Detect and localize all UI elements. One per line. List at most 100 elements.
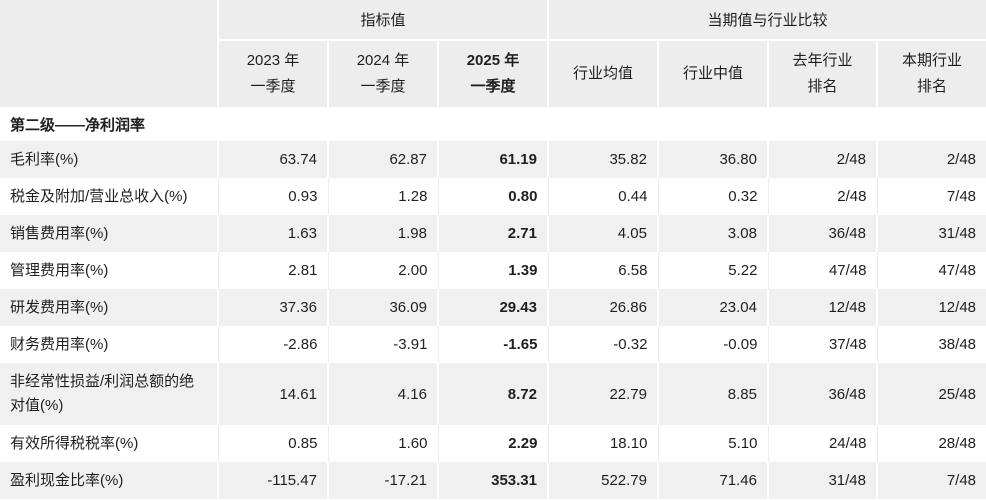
value-cell: 0.44 [547, 178, 658, 215]
column-header-row: 2023 年 一季度 2024 年 一季度 2025 年 一季度 行业均值 行业… [0, 40, 986, 107]
column-header-line: 一季度 [360, 78, 406, 95]
value-cell: 2.00 [327, 252, 438, 289]
corner-cell [0, 0, 218, 107]
column-header-line: 排名 [917, 78, 948, 95]
rank-cell: 31/48 [767, 462, 877, 499]
table-row-effective-tax-rate: 有效所得税税率(%) 0.85 1.60 2.29 18.10 5.10 24/… [0, 425, 986, 462]
table-row-admin-expense-ratio: 管理费用率(%) 2.81 2.00 1.39 6.58 5.22 47/48 … [0, 252, 986, 289]
value-cell: 1.63 [217, 215, 328, 252]
rank-cell: 28/48 [876, 425, 986, 462]
value-cell: 4.05 [547, 215, 658, 252]
value-cell: 3.08 [657, 215, 768, 252]
value-cell: 1.98 [327, 215, 438, 252]
column-header-industry-mean: 行业均值 [547, 40, 658, 107]
metric-label: 研发费用率(%) [0, 289, 218, 326]
rank-cell: 2/48 [875, 141, 986, 178]
value-cell: 37.36 [217, 289, 328, 326]
value-cell: -3.91 [327, 326, 438, 363]
metric-label: 销售费用率(%) [0, 215, 218, 252]
group-header-row: 指标值 当期值与行业比较 [0, 0, 986, 107]
metric-label: 毛利率(%) [0, 141, 218, 178]
value-cell: 6.58 [547, 252, 658, 289]
column-header-current-rank: 本期行业 排名 [875, 40, 986, 107]
value-cell: 2.81 [217, 252, 328, 289]
column-header-line: 一季度 [250, 78, 296, 95]
metric-label: 管理费用率(%) [0, 252, 218, 289]
rank-cell: 2/48 [767, 178, 877, 215]
table-row-tax-surcharge-ratio: 税金及附加/营业总收入(%) 0.93 1.28 0.80 0.44 0.32 … [0, 178, 986, 215]
value-cell: -0.09 [657, 326, 768, 363]
value-cell: 36.80 [657, 141, 768, 178]
value-cell-current: 0.80 [437, 178, 548, 215]
metric-label: 税金及附加/营业总收入(%) [0, 178, 218, 215]
column-header-line: 2025 年 [466, 52, 520, 69]
value-cell: 62.87 [327, 141, 438, 178]
value-cell: 14.61 [217, 363, 328, 425]
column-header-line: 排名 [807, 78, 838, 95]
metric-label: 非经常性损益/利润总额的绝对值(%) [0, 363, 218, 425]
value-cell: 71.46 [657, 462, 768, 499]
table-row-profit-cash-ratio: 盈利现金比率(%) -115.47 -17.21 353.31 522.79 7… [0, 462, 986, 499]
value-cell-current: 29.43 [437, 289, 548, 326]
column-header-2024-q1: 2024 年 一季度 [327, 40, 438, 107]
value-cell-current: 2.29 [437, 425, 548, 462]
value-cell-current: 2.71 [437, 215, 548, 252]
column-header-line: 去年行业 [792, 52, 853, 69]
value-cell: 1.60 [327, 425, 438, 462]
rank-cell: 12/48 [875, 289, 986, 326]
rank-cell: 7/48 [875, 462, 986, 499]
value-cell: -115.47 [217, 462, 328, 499]
section-header-row: 第二级——净利润率 [0, 107, 986, 141]
value-cell-current: 8.72 [437, 363, 548, 425]
metric-label: 财务费用率(%) [0, 326, 218, 363]
value-cell: 4.16 [327, 363, 438, 425]
value-cell: 0.32 [657, 178, 768, 215]
metric-label: 有效所得税税率(%) [0, 425, 218, 462]
value-cell: 5.10 [657, 425, 768, 462]
section-title: 第二级——净利润率 [0, 107, 986, 141]
rank-cell: 36/48 [767, 215, 877, 252]
value-cell: 0.85 [217, 425, 328, 462]
table-row-gross-margin: 毛利率(%) 63.74 62.87 61.19 35.82 36.80 2/4… [0, 141, 986, 178]
rank-cell: 31/48 [875, 215, 986, 252]
table-row-selling-expense-ratio: 销售费用率(%) 1.63 1.98 2.71 4.05 3.08 36/48 … [0, 215, 986, 252]
column-header-line: 一季度 [470, 78, 516, 95]
value-cell: 1.28 [327, 178, 438, 215]
column-header-line: 2023 年 [246, 52, 300, 69]
value-cell: 26.86 [547, 289, 658, 326]
value-cell: -2.86 [217, 326, 328, 363]
column-header-line: 2024 年 [356, 52, 410, 69]
value-cell: -17.21 [327, 462, 438, 499]
rank-cell: 25/48 [875, 363, 986, 425]
value-cell: 18.10 [547, 425, 658, 462]
value-cell-current: -1.65 [437, 326, 548, 363]
value-cell: 36.09 [327, 289, 438, 326]
group-header-indicator-values: 指标值 [217, 0, 548, 41]
column-header-2023-q1: 2023 年 一季度 [217, 40, 328, 107]
value-cell-current: 1.39 [437, 252, 548, 289]
column-header-2025-q1: 2025 年 一季度 [437, 40, 548, 107]
value-cell: 522.79 [547, 462, 658, 499]
value-cell-current: 353.31 [437, 462, 548, 499]
rank-cell: 38/48 [876, 326, 986, 363]
table-row-rd-expense-ratio: 研发费用率(%) 37.36 36.09 29.43 26.86 23.04 1… [0, 289, 986, 326]
rank-cell: 24/48 [767, 425, 877, 462]
rank-cell: 7/48 [876, 178, 986, 215]
value-cell: 5.22 [657, 252, 768, 289]
rank-cell: 37/48 [767, 326, 877, 363]
column-header-industry-median: 行业中值 [657, 40, 768, 107]
table-body: 第二级——净利润率 毛利率(%) 63.74 62.87 61.19 35.82… [0, 107, 986, 499]
value-cell: -0.32 [547, 326, 658, 363]
rank-cell: 47/48 [876, 252, 986, 289]
rank-cell: 36/48 [767, 363, 877, 425]
table-header: 指标值 当期值与行业比较 2023 年 一季度 2024 年 一季度 2025 … [0, 0, 986, 107]
table-row-nonrecurring-ratio: 非经常性损益/利润总额的绝对值(%) 14.61 4.16 8.72 22.79… [0, 363, 986, 425]
value-cell: 23.04 [657, 289, 768, 326]
value-cell: 63.74 [217, 141, 328, 178]
value-cell: 35.82 [547, 141, 658, 178]
value-cell-current: 61.19 [437, 141, 548, 178]
value-cell: 22.79 [547, 363, 658, 425]
metric-label: 盈利现金比率(%) [0, 462, 218, 499]
value-cell: 8.85 [657, 363, 768, 425]
